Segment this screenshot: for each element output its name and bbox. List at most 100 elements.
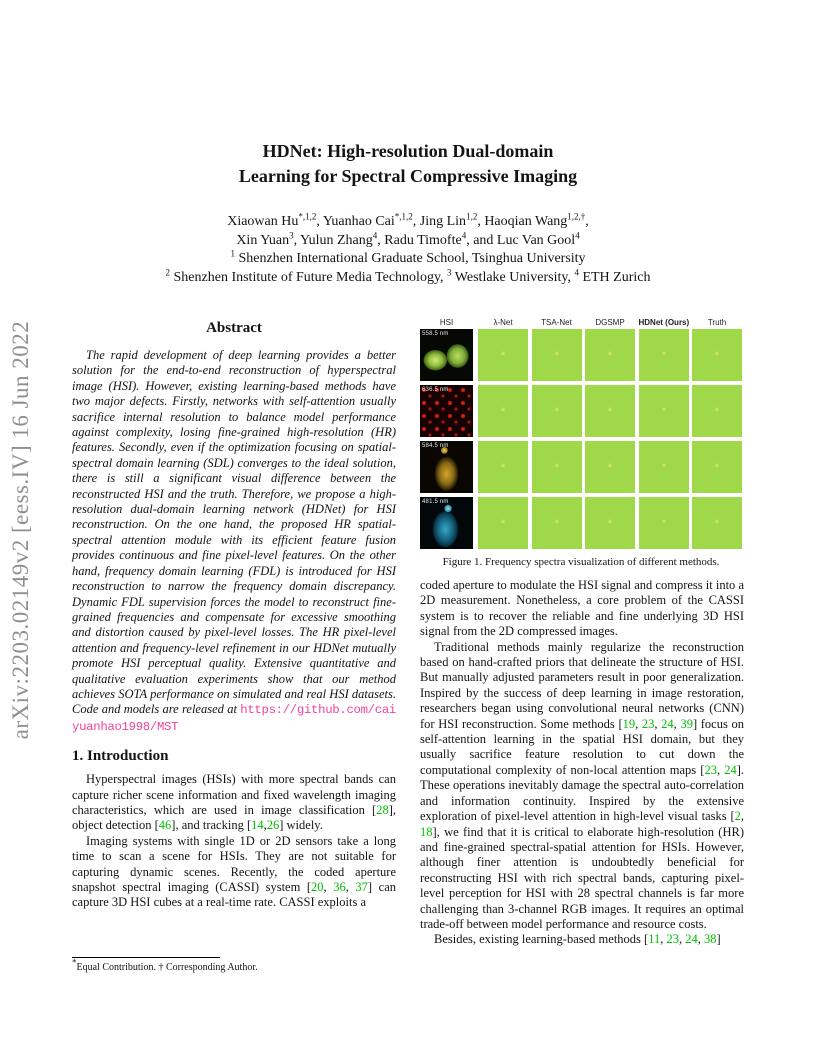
citation-link[interactable]: 24: [661, 716, 674, 731]
text-segment: ,: [323, 880, 334, 894]
paper-title-line-1: HDNet: High-resolution Dual-domain: [262, 141, 554, 161]
text-segment: , Jing Lin: [412, 214, 467, 229]
spectrum-tile: [531, 385, 582, 437]
figure-column-header: HDNet (Ours): [638, 318, 690, 327]
superscript: 3: [447, 266, 452, 277]
arxiv-banner: arXiv:2203.02149v2 [eess.IV] 16 Jun 2022: [8, 320, 33, 740]
citation-link[interactable]: 26: [266, 818, 280, 833]
spectrum-tile: [638, 329, 689, 381]
spectrum-tile: [585, 497, 635, 549]
hsi-thumbnail: 584.5 nm: [420, 441, 473, 493]
figure-1: HSI λ-Net TSA-Net DGSMP HDNet (Ours) Tru…: [420, 318, 742, 568]
text-segment: ,: [673, 716, 681, 731]
citation-link[interactable]: 2: [734, 809, 741, 824]
text-segment: Hyperspectral images (HSIs) with more sp…: [72, 772, 396, 817]
superscript: *: [72, 957, 77, 968]
text-segment: ,: [679, 932, 686, 947]
text-segment: ], and tracking [: [171, 818, 252, 833]
citation-link[interactable]: 18: [420, 824, 433, 839]
intro-paragraph: Imaging systems with single 1D or 2D sen…: [72, 834, 396, 911]
figure-column-header: TSA-Net: [541, 318, 572, 327]
citation-link[interactable]: 39: [680, 716, 693, 731]
footnote-rule: [72, 957, 220, 958]
author-block: Xiaowan Hu*,1,2, Yuanhao Cai*,1,2, Jing …: [0, 211, 816, 288]
figure-caption: Figure 1. Frequency spectra visualizatio…: [442, 556, 720, 568]
superscript: 3: [289, 229, 294, 240]
citation-link[interactable]: 37: [355, 880, 368, 894]
spectrum-tile: [692, 385, 742, 437]
superscript: 4: [372, 229, 378, 240]
text-segment: ] focus on self-attention learning in th…: [420, 716, 744, 777]
spectrum-tile: [585, 385, 635, 437]
citation-link[interactable]: 19: [622, 716, 636, 731]
superscript: 4: [461, 229, 467, 240]
text-segment: ,: [716, 762, 725, 777]
citation-link[interactable]: 28: [376, 802, 389, 817]
affiliation-line: 1 Shenzhen International Graduate School…: [0, 249, 816, 269]
spectrum-tile: [638, 497, 689, 549]
text-segment: ] widely.: [279, 818, 323, 833]
superscript: 1,2,†: [567, 211, 586, 222]
figure-row: 481.5 nm: [420, 497, 742, 549]
figure-column-header: DGSMP: [595, 318, 625, 327]
text-segment: ]. These operations inevitably damage th…: [420, 762, 745, 824]
figure-row: 636.5 nm: [420, 385, 742, 437]
hsi-thumbnail: 636.5 nm: [420, 385, 473, 437]
right-column: HSI λ-Net TSA-Net DGSMP HDNet (Ours) Tru…: [420, 318, 744, 948]
text-segment: , and Luc Van Gool: [466, 232, 576, 248]
citation-link[interactable]: 23: [704, 762, 717, 777]
citation-link[interactable]: 24: [685, 932, 698, 947]
text-segment: ,: [740, 809, 744, 824]
spectrum-tile: [692, 497, 742, 549]
spectrum-tile: [638, 385, 689, 437]
superscript: 4: [575, 229, 580, 240]
text-segment: , Yulun Zhang: [293, 232, 373, 248]
spectrum-tile: [531, 441, 582, 493]
citation-link[interactable]: 11: [648, 932, 661, 947]
text-segment: ,: [660, 932, 667, 947]
citation-link[interactable]: 46: [158, 818, 172, 833]
citation-link[interactable]: 20: [311, 880, 324, 894]
footnote-text: *Equal Contribution. † Corresponding Aut…: [72, 958, 396, 974]
text-segment: Imaging systems with single 1D or 2D sen…: [72, 833, 396, 894]
text-segment: Xin Yuan: [236, 232, 290, 248]
text-segment: ,: [345, 880, 356, 894]
superscript: 4: [574, 266, 579, 277]
citation-link[interactable]: 14: [251, 818, 264, 833]
spectrum-tile: [531, 329, 582, 381]
intro-paragraph: Hyperspectral images (HSIs) with more sp…: [72, 772, 396, 834]
author-line: Xiaowan Hu*,1,2, Yuanhao Cai*,1,2, Jing …: [0, 211, 816, 232]
spectrum-tile: [531, 497, 582, 549]
spectrum-tile: [585, 441, 635, 493]
text-segment: ]: [716, 932, 721, 947]
url-link[interactable]: https://github.com/caiyuanhao1998/MST: [72, 703, 396, 734]
text-segment: ], we find that it is critical to elabor…: [420, 824, 744, 931]
hsi-thumbnail: 481.5 nm: [420, 497, 473, 549]
citation-link[interactable]: 38: [704, 932, 717, 947]
text-segment: Xiaowan Hu: [227, 214, 299, 229]
superscript: *,1,2: [394, 211, 413, 222]
text-segment: Besides, existing learning-based methods…: [434, 932, 649, 947]
citation-link[interactable]: 23: [666, 932, 680, 947]
citation-link[interactable]: 36: [333, 880, 346, 894]
section-heading-introduction: 1. Introduction: [72, 748, 169, 765]
text-segment: ], object detection [: [72, 802, 396, 833]
author-line: Xin Yuan3, Yulun Zhang4, Radu Timofte4, …: [0, 229, 816, 251]
figure-column-header: Truth: [707, 318, 727, 327]
affiliation-line: 2 Shenzhen Institute of Future Media Tec…: [0, 266, 816, 288]
spectrum-tile: [478, 441, 528, 493]
citation-link[interactable]: 24: [724, 762, 737, 777]
text-segment: ] can capture 3D HSI cubes at a real-tim…: [72, 880, 396, 910]
text-segment: , Haoqian Wang: [477, 214, 568, 229]
text-segment: The rapid development of deep learning p…: [72, 348, 396, 717]
wavelength-label: 481.5 nm: [422, 499, 449, 505]
citation-link[interactable]: 23: [641, 716, 655, 731]
abstract-heading: Abstract: [206, 320, 262, 336]
figure-column-header: HSI: [439, 318, 454, 327]
abstract-paragraph: The rapid development of deep learning p…: [72, 348, 396, 735]
text-segment: ,: [635, 716, 642, 731]
text-segment: ,: [585, 214, 589, 229]
text-segment: ,: [697, 932, 704, 947]
left-column: Abstract The rapid development of deep l…: [72, 318, 396, 911]
